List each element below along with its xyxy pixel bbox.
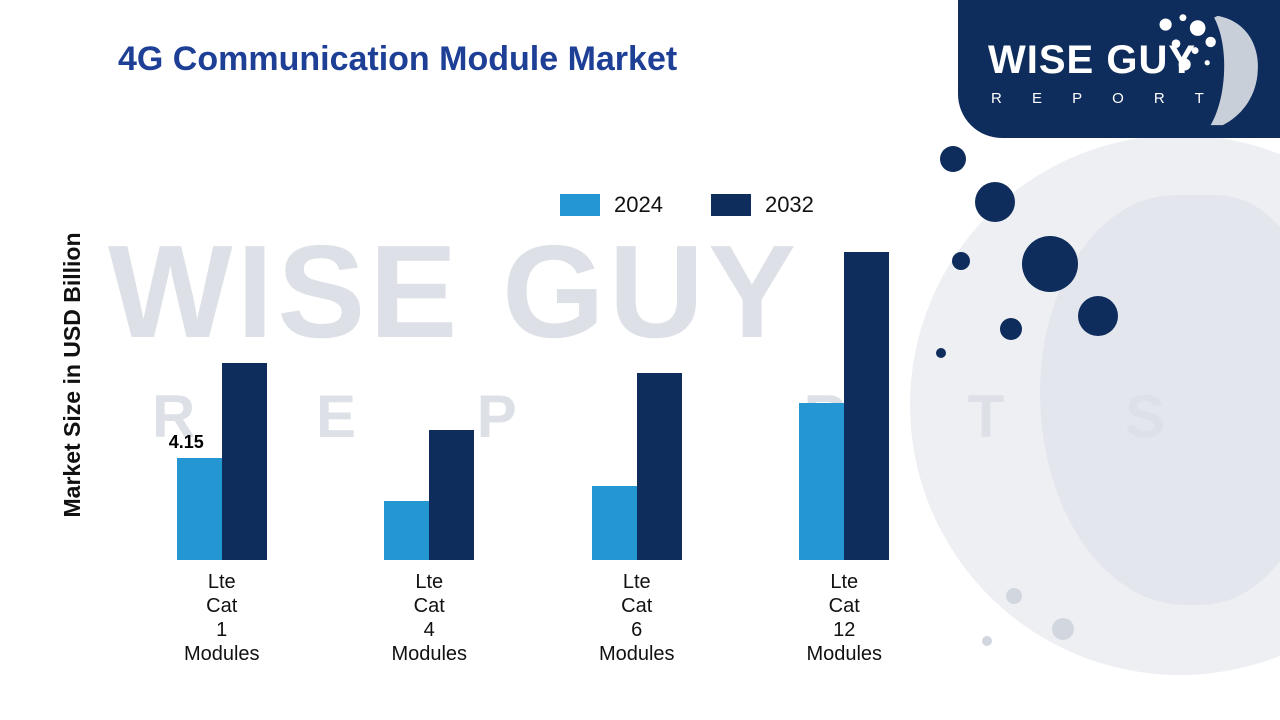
legend-swatch (560, 194, 600, 216)
category-label-line: 4 (423, 619, 435, 641)
category-label: Lte Cat 4 Modules (391, 570, 467, 666)
decor-dot (940, 146, 966, 172)
bar-group: Lte Cat 4 Modules (384, 230, 475, 666)
category-label-line: Modules (183, 643, 260, 665)
decor-dot (952, 252, 970, 270)
category-label-line: 1 (216, 619, 228, 641)
decor-dot (1000, 318, 1022, 340)
category-label-line: Modules (391, 643, 468, 665)
category-label-line: Modules (806, 643, 883, 665)
bar-2032-group2 (429, 430, 475, 560)
category-label-line: Modules (598, 643, 675, 665)
category-label-line: Cat (621, 595, 653, 617)
bar-pair (591, 230, 682, 560)
bar-2024-group4 (799, 403, 845, 560)
bar-pair: 4.15 (169, 230, 267, 560)
chart-legend: 2024 2032 (560, 192, 814, 218)
bar-pair (384, 230, 475, 560)
category-label-line: 12 (833, 619, 856, 641)
legend-item-2032: 2032 (710, 192, 814, 218)
decor-dot (1006, 588, 1022, 604)
category-label: Lte Cat 6 Modules (599, 570, 675, 666)
logo-face-icon (1159, 14, 1258, 126)
decor-dot (1078, 296, 1118, 336)
category-label-line: Cat (206, 595, 238, 617)
bar-2032-group3 (636, 373, 682, 560)
decor-dot (936, 348, 946, 358)
category-label: Lte Cat 12 Modules (806, 570, 882, 666)
category-label-line: Lte (830, 571, 859, 593)
logo-subtitle: R E P O R T S (991, 90, 1257, 107)
legend-label: 2024 (614, 192, 663, 217)
category-label-line: Lte (207, 571, 236, 593)
bar-chart: 4.15 Lte Cat 1 Modules Lte Cat 4 Modules Lte Cat 6 M… (118, 230, 948, 666)
bar-2024-group3 (591, 486, 637, 560)
decor-dot (982, 636, 992, 646)
category-label: Lte Cat 1 Modules (184, 570, 260, 666)
bar-group: 4.15 Lte Cat 1 Modules (169, 230, 267, 666)
category-label-line: 6 (631, 619, 643, 641)
decor-dot (975, 182, 1015, 222)
legend-item-2024: 2024 (560, 192, 663, 218)
bar-pair (799, 230, 890, 560)
bar-group: Lte Cat 12 Modules (799, 230, 890, 666)
decor-dot (1052, 618, 1074, 640)
legend-label: 2032 (764, 192, 814, 217)
page-title: 4G Communication Module Market (118, 40, 678, 78)
category-label-line: Cat (828, 595, 860, 617)
bar-group: Lte Cat 6 Modules (591, 230, 682, 666)
category-label-line: Lte (415, 571, 444, 593)
category-label-line: Cat (413, 595, 445, 617)
y-axis-label: Market Size in USD Billion (59, 232, 85, 518)
legend-swatch (710, 194, 751, 216)
watermark-face-shape (1040, 195, 1280, 605)
bar-2032-group1 (221, 363, 267, 560)
bar-2032-group4 (844, 252, 890, 560)
decor-dot (1022, 236, 1078, 292)
bar-value-label: 4.15 (168, 432, 204, 452)
category-label-line: Lte (622, 571, 651, 593)
brand-logo: WISE GUY R E P O R T S (958, 0, 1280, 138)
bar-2024-group2 (384, 501, 430, 560)
bar-2024-group1: 4.15 (169, 432, 222, 560)
watermark-text-line1: WISE GUY (108, 218, 801, 365)
